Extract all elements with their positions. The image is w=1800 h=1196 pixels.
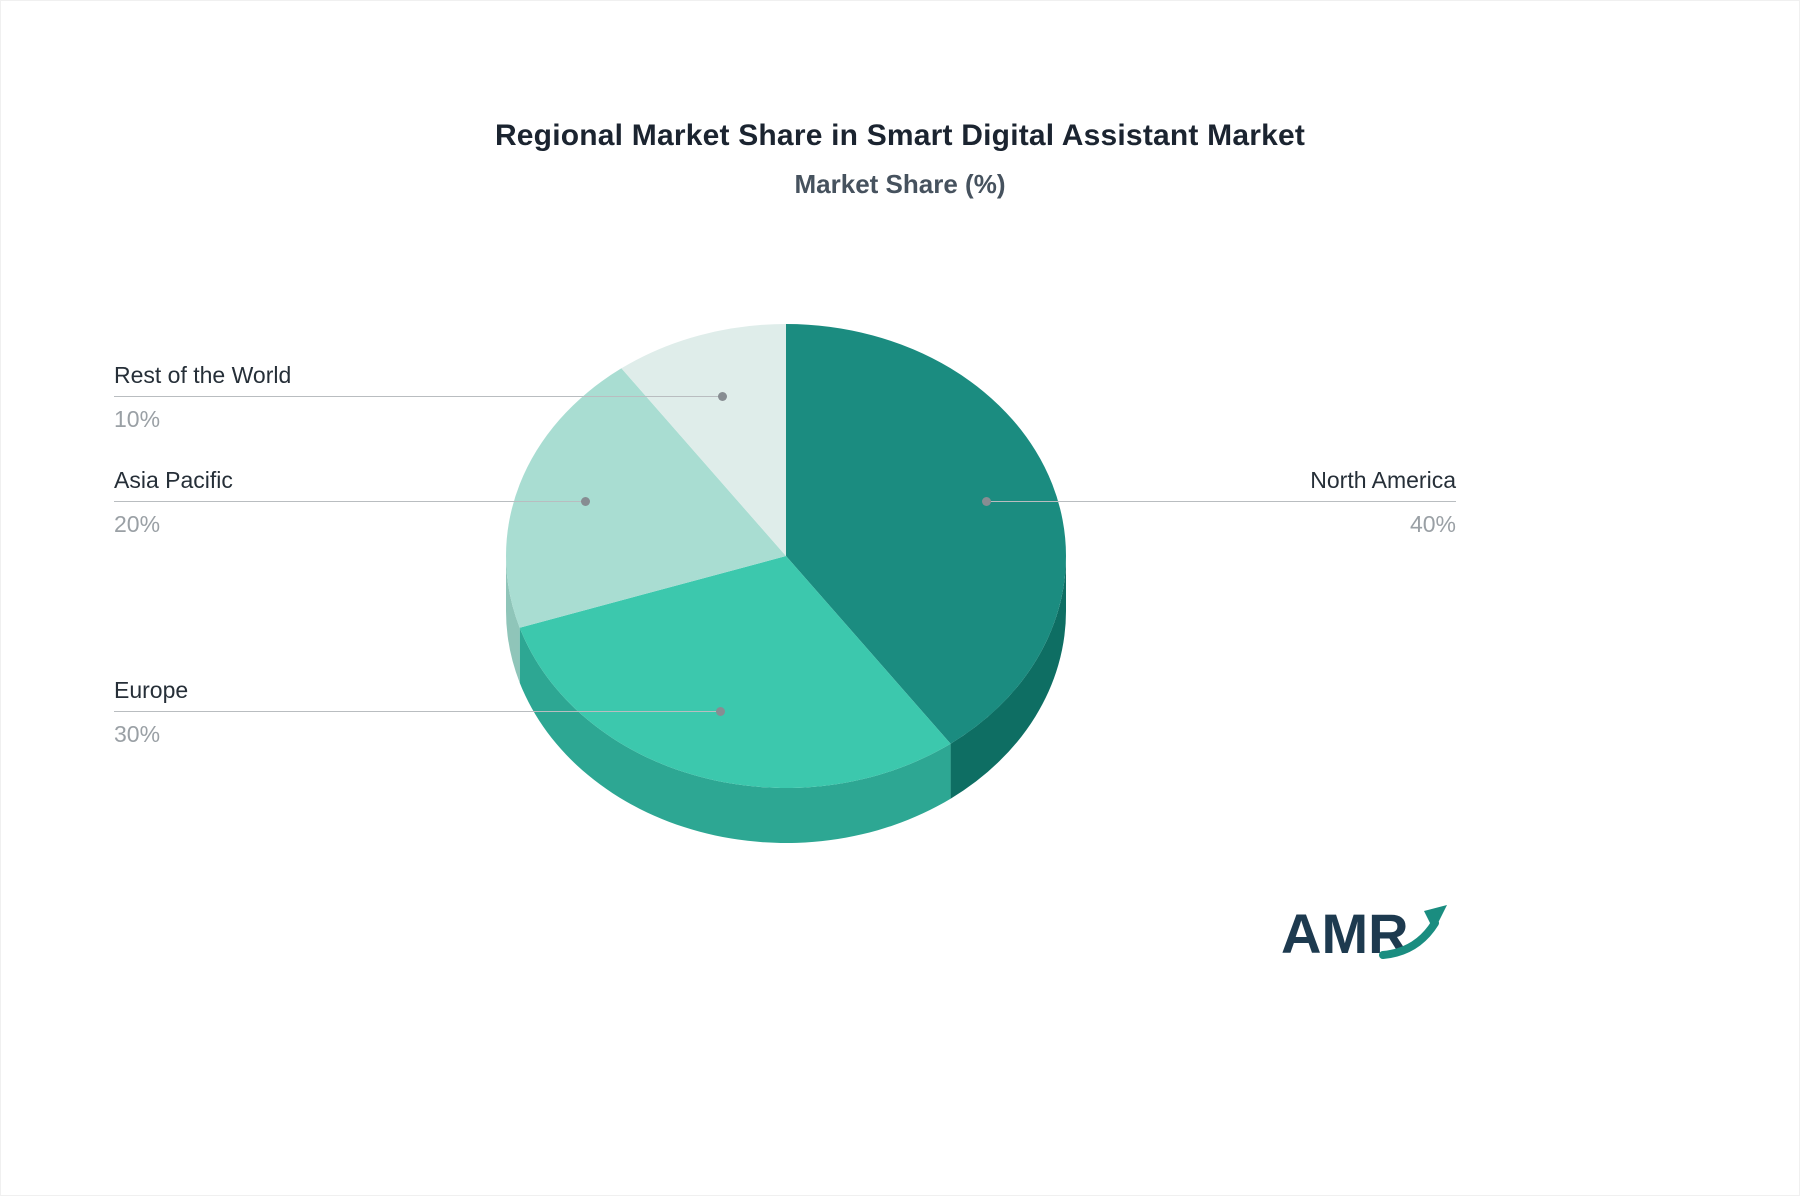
pie-side-asia-pacific xyxy=(506,556,520,683)
logo-arrow-icon xyxy=(1379,905,1447,959)
amr-logo: AMR xyxy=(1281,902,1447,965)
leader-dot xyxy=(581,496,590,506)
callout-label: North America xyxy=(1310,467,1456,493)
leader-dot xyxy=(716,706,725,716)
pie-slice-europe[interactable] xyxy=(519,556,951,788)
pie-slice-rest-of-the-world[interactable] xyxy=(621,324,786,556)
callout-label: Europe xyxy=(114,677,189,703)
pie-side-europe xyxy=(519,627,951,843)
pie-side-north-america xyxy=(950,556,1066,799)
callout-asia-pacific: Asia Pacific 20% xyxy=(114,467,590,538)
callout-europe: Europe 30% xyxy=(114,677,725,748)
pie-slice-asia-pacific[interactable] xyxy=(506,368,786,628)
callout-label: Asia Pacific xyxy=(114,467,233,493)
chart-title: Regional Market Share in Smart Digital A… xyxy=(494,119,1306,152)
callout-label: Rest of the World xyxy=(114,362,292,388)
callout-north-america: North America 40% xyxy=(982,467,1456,538)
leader-line xyxy=(114,391,727,401)
leader-line xyxy=(114,706,725,716)
callout-rest-of-world: Rest of the World 10% xyxy=(114,362,727,433)
callout-value: 20% xyxy=(114,510,161,537)
leader-dot xyxy=(718,391,727,401)
callout-value: 40% xyxy=(1409,510,1456,537)
leader-line xyxy=(982,496,1456,506)
pie-slice-north-america[interactable] xyxy=(786,324,1066,744)
callout-value: 30% xyxy=(114,720,161,747)
leader-line xyxy=(114,496,590,506)
leader-dot xyxy=(982,496,991,506)
callout-value: 10% xyxy=(114,405,161,432)
chart-subtitle: Market Share (%) xyxy=(794,169,1006,199)
